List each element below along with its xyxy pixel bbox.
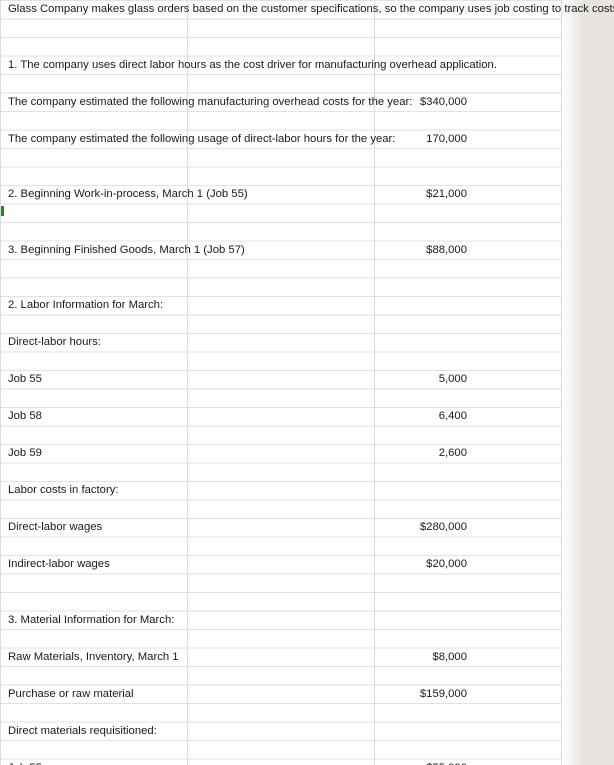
raw-materials-inv-value[interactable]: $8,000 [287, 648, 467, 667]
dlh-job55-label: Job 55 [8, 370, 42, 389]
fg-value[interactable]: $88,000 [287, 241, 467, 260]
scroll-shadow-area [562, 0, 614, 765]
raw-materials-purchase-label: Purchase or raw material [8, 685, 134, 704]
direct-labor-wages-value[interactable]: $280,000 [287, 518, 467, 537]
requisitioned-job55-label: Job 55 [8, 759, 42, 765]
fg-label: 3. Beginning Finished Goods, March 1 (Jo… [8, 241, 245, 260]
direct-labor-wages-label: Direct-labor wages [8, 518, 102, 537]
spreadsheet-content: Glass Company makes glass orders based o… [0, 0, 562, 765]
section1-line1-value[interactable]: $340,000 [287, 93, 467, 112]
section1-header: 1. The company uses direct labor hours a… [8, 56, 497, 75]
requisitioned-header: Direct materials requisitioned: [8, 722, 157, 741]
dlh-header: Direct-labor hours: [8, 333, 101, 352]
labor-info-header: 2. Labor Information for March: [8, 296, 163, 315]
dlh-job58-label: Job 58 [8, 407, 42, 426]
wip-label: 2. Beginning Work-in-process, March 1 (J… [8, 185, 248, 204]
dlh-job59-value[interactable]: 2,600 [287, 444, 467, 463]
dlh-job55-value[interactable]: 5,000 [287, 370, 467, 389]
material-info-header: 3. Material Information for March: [8, 611, 174, 630]
spreadsheet-window: Glass Company makes glass orders based o… [0, 0, 614, 765]
indirect-labor-wages-value[interactable]: $20,000 [287, 555, 467, 574]
section1-line2-value[interactable]: 170,000 [287, 130, 467, 149]
indirect-labor-wages-label: Indirect-labor wages [8, 555, 110, 574]
labor-cost-header: Labor costs in factory: [8, 481, 119, 500]
requisitioned-job55-value[interactable]: $55,000 [287, 759, 467, 765]
intro-text: Glass Company makes glass orders based o… [8, 0, 614, 19]
raw-materials-purchase-value[interactable]: $159,000 [287, 685, 467, 704]
dlh-job59-label: Job 59 [8, 444, 42, 463]
wip-value[interactable]: $21,000 [287, 185, 467, 204]
raw-materials-inv-label: Raw Materials, Inventory, March 1 [8, 648, 179, 667]
dlh-job58-value[interactable]: 6,400 [287, 407, 467, 426]
